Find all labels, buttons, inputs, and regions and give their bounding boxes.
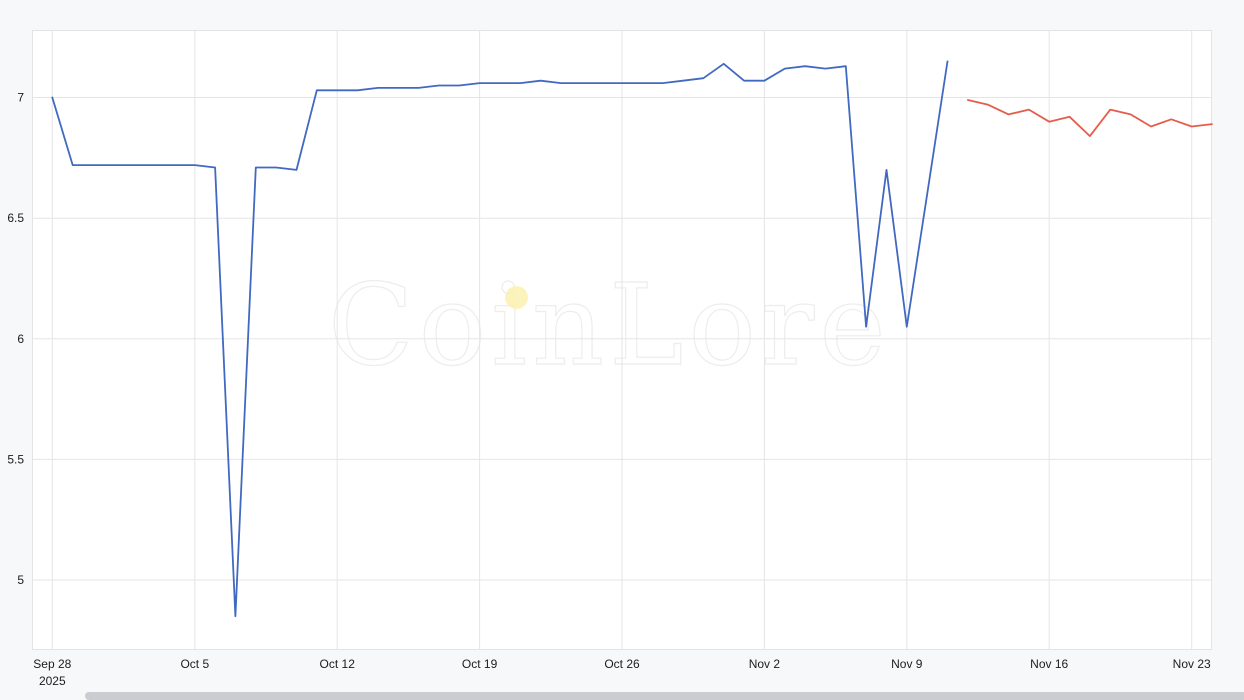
x-axis-tick-label: Nov 23 [1173, 657, 1211, 671]
x-axis-tick-label: Oct 12 [320, 657, 356, 671]
y-axis-tick-label: 7 [17, 91, 24, 105]
series-line-price-forecast [967, 99, 1213, 138]
x-axis-tick-label: Oct 5 [180, 657, 209, 671]
series-line-price-history [51, 60, 949, 618]
x-axis-tick-sublabel: 2025 [39, 674, 66, 688]
x-axis-tick-label: Sep 28 [33, 657, 71, 671]
horizontal-scrollbar[interactable] [85, 692, 1244, 700]
y-axis-tick-label: 5 [17, 573, 24, 587]
x-axis-tick-label: Nov 2 [749, 657, 781, 671]
x-axis-tick-label: Nov 9 [891, 657, 923, 671]
x-axis-tick-label: Oct 19 [462, 657, 498, 671]
x-axis-tick-label: Oct 26 [604, 657, 640, 671]
x-axis-tick-label: Nov 16 [1030, 657, 1068, 671]
y-axis-tick-label: 5.5 [7, 452, 24, 466]
y-axis-tick-label: 6.5 [7, 211, 24, 225]
y-axis-tick-label: 6 [17, 332, 24, 346]
